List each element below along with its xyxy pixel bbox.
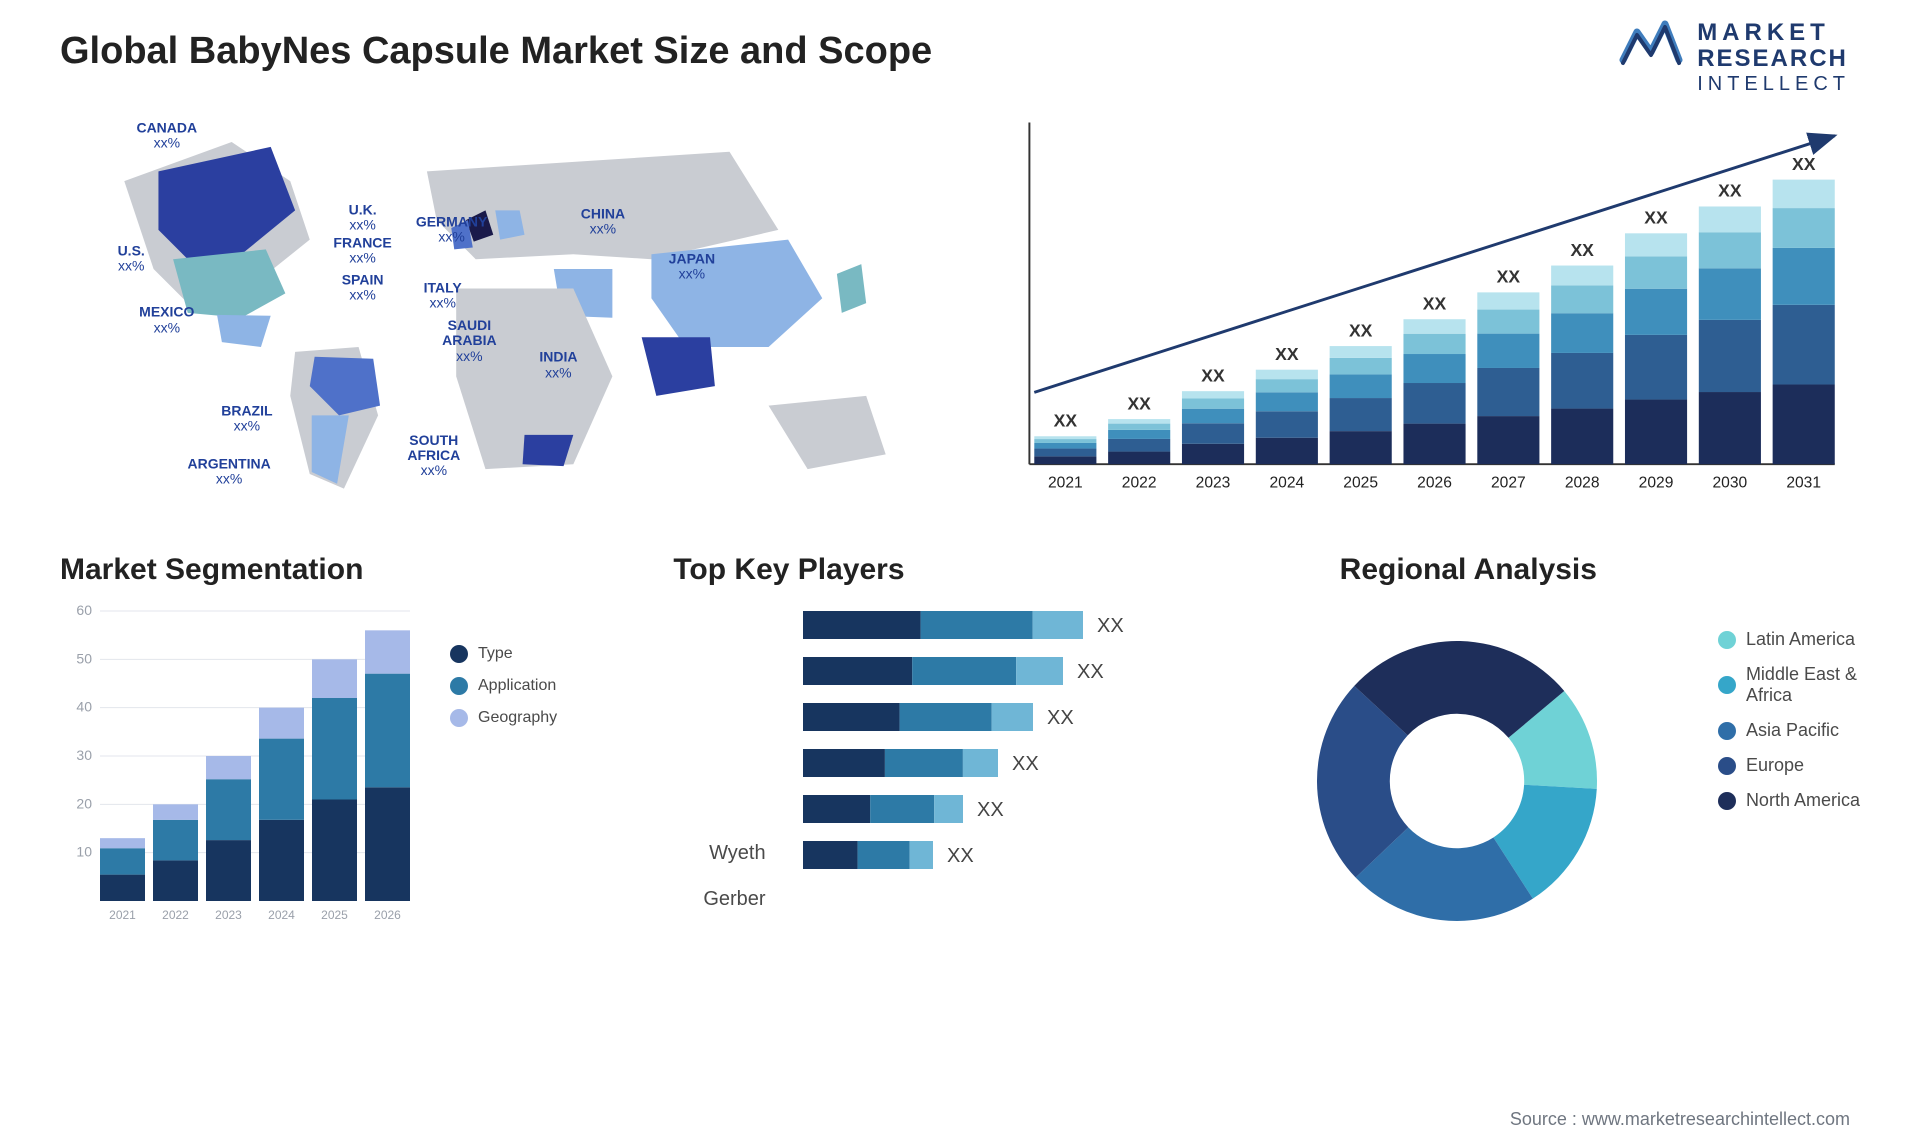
svg-text:XX: XX bbox=[1349, 320, 1373, 340]
map-label: FRANCExx% bbox=[333, 235, 391, 266]
regional-legend-item: Europe bbox=[1718, 755, 1860, 776]
regional-legend: Latin America Middle East &Africa Asia Pac… bbox=[1718, 615, 1860, 825]
map-label: CHINAxx% bbox=[581, 207, 625, 238]
svg-text:2028: 2028 bbox=[1565, 475, 1600, 492]
map-label: SPAINxx% bbox=[342, 272, 384, 303]
svg-text:2025: 2025 bbox=[1343, 475, 1378, 492]
segmentation-legend: Type Application Geography bbox=[450, 631, 557, 741]
growth-chart-svg: XX 2021 XX 2022 XX 2023 XX 2024 XX 2025 XX 2026 XX 20… bbox=[970, 103, 1860, 513]
svg-text:2022: 2022 bbox=[162, 908, 189, 922]
map-label: U.S.xx% bbox=[118, 243, 145, 274]
segmentation-chart-svg: 10 20 30 40 50 60 2021 2022 2023 2024 2025 2026 bbox=[60, 601, 420, 931]
regional-legend-item: North America bbox=[1718, 790, 1860, 811]
map-label: GERMANYxx% bbox=[416, 215, 488, 246]
segmentation-title: Market Segmentation bbox=[60, 553, 633, 587]
svg-text:2025: 2025 bbox=[321, 908, 348, 922]
svg-text:40: 40 bbox=[76, 699, 92, 715]
regional-title: Regional Analysis bbox=[1287, 553, 1860, 587]
regional-legend-item: Asia Pacific bbox=[1718, 720, 1860, 741]
map-label: SOUTHAFRICAxx% bbox=[407, 433, 460, 479]
world-map: CANADAxx% U.S.xx% MEXICOxx% BRAZILxx% ARGENT… bbox=[60, 103, 950, 513]
brand-logo: MARKET RESEARCH INTELLECT bbox=[1619, 20, 1850, 95]
brand-logo-mark bbox=[1619, 20, 1683, 68]
svg-text:2023: 2023 bbox=[1196, 475, 1231, 492]
segmentation-legend-item: Geography bbox=[450, 709, 557, 727]
svg-text:XX: XX bbox=[1275, 344, 1299, 364]
svg-text:2024: 2024 bbox=[268, 908, 295, 922]
segmentation-panel: Market Segmentation 10 20 30 40 50 60 2021 2022… bbox=[60, 553, 633, 1013]
segmentation-legend-item: Type bbox=[450, 645, 557, 663]
map-label: MEXICOxx% bbox=[139, 305, 194, 336]
map-label: BRAZILxx% bbox=[221, 403, 272, 434]
svg-text:2030: 2030 bbox=[1712, 475, 1747, 492]
growth-chart: XX 2021 XX 2022 XX 2023 XX 2024 XX 2025 XX 2026 XX 20… bbox=[970, 103, 1860, 513]
map-label: ARGENTINAxx% bbox=[187, 457, 270, 488]
svg-text:2021: 2021 bbox=[109, 908, 136, 922]
regional-legend-item: Latin America bbox=[1718, 629, 1860, 650]
regional-legend-item: Middle East &Africa bbox=[1718, 664, 1860, 706]
svg-text:XX: XX bbox=[1201, 365, 1225, 385]
page: Global BabyNes Capsule Market Size and S… bbox=[0, 0, 1920, 1146]
svg-text:2021: 2021 bbox=[1048, 475, 1083, 492]
regional-donut-svg bbox=[1287, 601, 1627, 941]
svg-text:XX: XX bbox=[1423, 293, 1447, 313]
map-label: U.K.xx% bbox=[349, 202, 377, 233]
svg-text:2027: 2027 bbox=[1491, 475, 1526, 492]
source-text: Source : www.marketresearchintellect.com bbox=[1510, 1109, 1850, 1130]
svg-text:XX: XX bbox=[947, 845, 974, 867]
svg-text:2029: 2029 bbox=[1639, 475, 1674, 492]
map-label: SAUDIARABIAxx% bbox=[442, 318, 496, 364]
svg-text:XX: XX bbox=[1012, 753, 1039, 775]
regional-panel: Regional Analysis Latin America Middle Ea… bbox=[1287, 553, 1860, 1013]
brand-logo-line2: RESEARCH bbox=[1697, 46, 1850, 72]
svg-text:2026: 2026 bbox=[1417, 475, 1452, 492]
svg-text:XX: XX bbox=[1047, 707, 1074, 729]
key-players-title: Top Key Players bbox=[673, 553, 1246, 587]
svg-text:XX: XX bbox=[1792, 154, 1816, 174]
segmentation-legend-item: Application bbox=[450, 677, 557, 695]
brand-logo-line1: MARKET bbox=[1697, 20, 1850, 46]
svg-text:XX: XX bbox=[977, 799, 1004, 821]
svg-text:50: 50 bbox=[76, 650, 92, 666]
svg-text:2022: 2022 bbox=[1122, 475, 1157, 492]
svg-text:30: 30 bbox=[76, 747, 92, 763]
svg-text:XX: XX bbox=[1097, 615, 1124, 637]
svg-text:XX: XX bbox=[1077, 661, 1104, 683]
brand-logo-line3: INTELLECT bbox=[1697, 73, 1850, 95]
map-label: CANADAxx% bbox=[136, 120, 197, 151]
top-row: CANADAxx% U.S.xx% MEXICOxx% BRAZILxx% ARGENT… bbox=[60, 103, 1860, 513]
svg-text:XX: XX bbox=[1718, 181, 1742, 201]
svg-text:2031: 2031 bbox=[1786, 475, 1821, 492]
svg-text:2026: 2026 bbox=[374, 908, 401, 922]
svg-text:XX: XX bbox=[1054, 411, 1078, 431]
svg-text:60: 60 bbox=[76, 602, 92, 618]
map-label: JAPANxx% bbox=[669, 252, 715, 283]
svg-text:2024: 2024 bbox=[1269, 475, 1304, 492]
key-players-visible-labels: WyethGerber bbox=[703, 830, 765, 922]
svg-text:20: 20 bbox=[76, 795, 92, 811]
map-label: INDIAxx% bbox=[539, 350, 577, 381]
svg-text:XX: XX bbox=[1497, 267, 1521, 287]
svg-text:XX: XX bbox=[1644, 208, 1668, 228]
bottom-row: Market Segmentation 10 20 30 40 50 60 2021 2022… bbox=[60, 553, 1860, 1013]
svg-text:XX: XX bbox=[1570, 240, 1594, 260]
key-players-panel: Top Key Players WyethGerber XX XX XX XX XX XX bbox=[673, 553, 1246, 1013]
page-title: Global BabyNes Capsule Market Size and S… bbox=[60, 30, 1860, 73]
svg-text:10: 10 bbox=[76, 844, 92, 860]
svg-text:2023: 2023 bbox=[215, 908, 242, 922]
svg-text:XX: XX bbox=[1127, 393, 1151, 413]
map-label: ITALYxx% bbox=[424, 280, 462, 311]
